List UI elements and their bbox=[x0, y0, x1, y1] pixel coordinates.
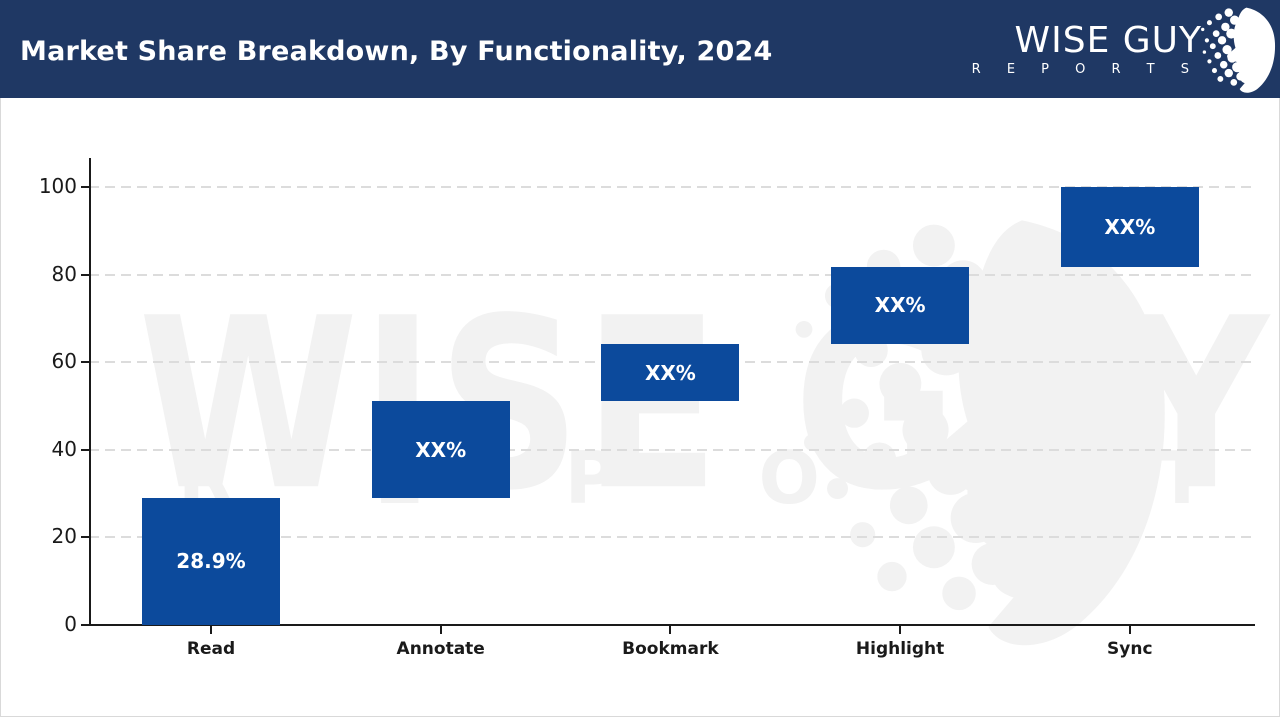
header-bar: Market Share Breakdown, By Functionality… bbox=[0, 0, 1280, 98]
y-axis-tick bbox=[81, 273, 89, 276]
x-axis-tick bbox=[210, 625, 212, 634]
bar-segment[interactable] bbox=[371, 401, 510, 499]
y-gridline bbox=[89, 448, 1255, 451]
x-axis-tick bbox=[1128, 625, 1131, 634]
y-axis-tick-label: 100 bbox=[38, 174, 77, 198]
x-axis-category-label: Highlight bbox=[855, 638, 945, 659]
y-axis-tick-label: 80 bbox=[51, 261, 77, 286]
bar-value-label: 28.9% bbox=[176, 549, 246, 574]
bar-value-label: XX% bbox=[415, 437, 467, 462]
bar-segment[interactable] bbox=[831, 267, 970, 344]
y-axis-line bbox=[89, 158, 91, 626]
y-axis-tick bbox=[81, 536, 89, 538]
y-gridline bbox=[89, 273, 1255, 276]
bar-segment[interactable] bbox=[601, 343, 740, 402]
y-axis-tick bbox=[81, 361, 89, 363]
content-frame bbox=[0, 98, 1280, 717]
x-axis-line bbox=[89, 623, 1255, 626]
y-axis-tick-label: 20 bbox=[51, 524, 77, 548]
y-gridline bbox=[89, 536, 1255, 538]
x-axis-category-label: Sync bbox=[1107, 638, 1153, 659]
brand-reports-text: R E P O R T S bbox=[971, 62, 1200, 77]
x-axis-category-label: Annotate bbox=[396, 638, 485, 659]
x-axis-tick bbox=[439, 625, 442, 634]
y-axis-tick-label: 40 bbox=[51, 436, 77, 461]
y-axis-tick-label: 60 bbox=[51, 349, 77, 373]
x-axis-category-label: Bookmark bbox=[622, 638, 719, 659]
chart-title: Market Share Breakdown, By Functionality… bbox=[20, 36, 773, 67]
brand-name-text: WISE GUY bbox=[1014, 20, 1202, 61]
bar-value-label: XX% bbox=[644, 360, 696, 385]
y-axis-tick bbox=[81, 448, 89, 451]
bar-segment[interactable] bbox=[142, 498, 280, 625]
x-axis-category-label: Read bbox=[186, 638, 236, 659]
bar-value-label: XX% bbox=[1104, 215, 1156, 240]
x-axis-tick bbox=[899, 625, 902, 634]
bar-value-label: XX% bbox=[874, 293, 926, 318]
y-gridline bbox=[89, 186, 1255, 188]
y-axis-tick-label: 0 bbox=[64, 611, 77, 636]
y-axis-tick bbox=[81, 623, 89, 626]
y-axis-tick bbox=[81, 186, 89, 188]
bar-segment[interactable] bbox=[1060, 187, 1199, 268]
brand-logo: WISE GUY R E P O R T S bbox=[972, 0, 1280, 98]
x-axis-tick bbox=[669, 625, 672, 634]
brand-face-dots-icon bbox=[1201, 7, 1276, 93]
